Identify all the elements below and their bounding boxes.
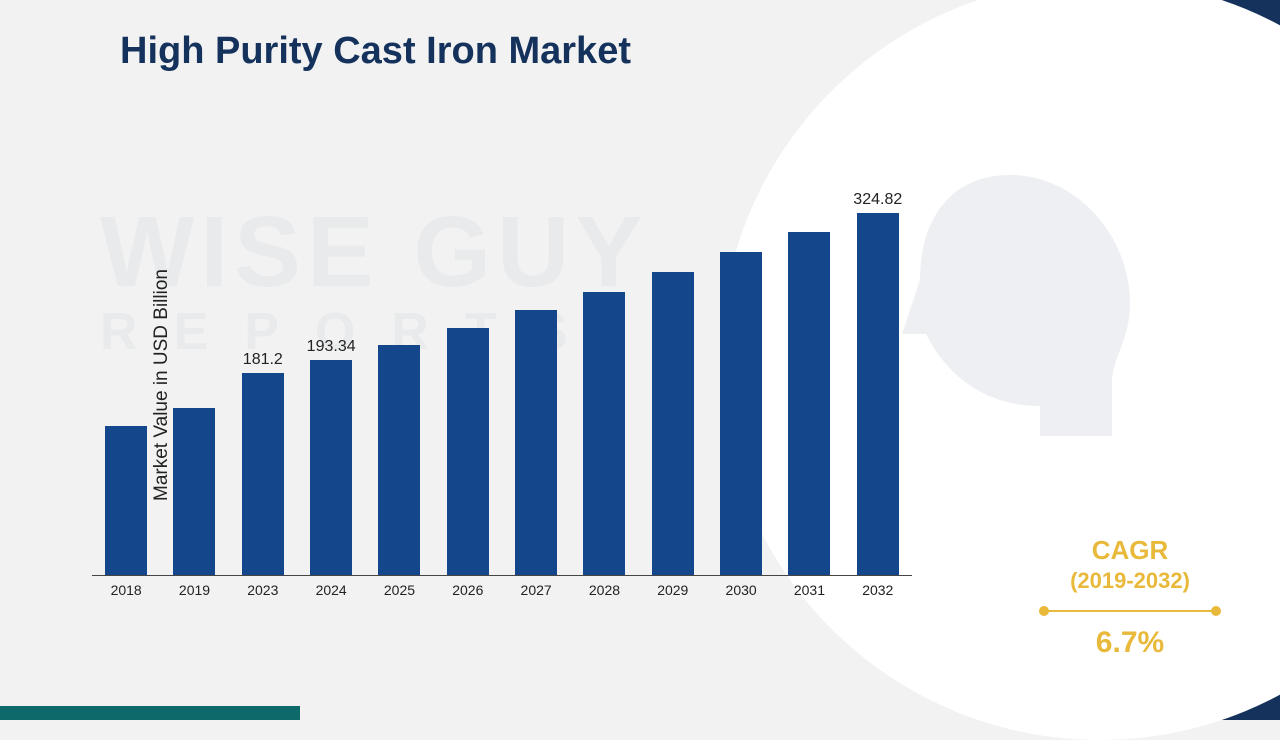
bar (173, 408, 215, 576)
x-axis: 2018201920232024202520262027202820292030… (92, 576, 912, 600)
bar (788, 232, 830, 576)
logo-head-icon (1210, 26, 1256, 78)
bar-value-label: 181.2 (243, 351, 283, 369)
bar-value-label: 193.34 (307, 338, 356, 356)
bar (583, 292, 625, 576)
x-tick: 2028 (570, 576, 638, 600)
logo: WISE GUY REPORTS (1010, 30, 1250, 88)
x-tick: 2024 (297, 576, 365, 600)
bar-slot (365, 345, 433, 576)
x-tick: 2019 (160, 576, 228, 600)
x-tick: 2031 (775, 576, 843, 600)
bar: 324.82 (857, 213, 899, 576)
bar-slot: 181.2 (229, 373, 297, 576)
cagr-value: 6.7% (1020, 626, 1240, 660)
cagr-label: CAGR (1020, 535, 1240, 566)
x-tick: 2032 (844, 576, 912, 600)
x-tick: 2027 (502, 576, 570, 600)
x-tick: 2025 (365, 576, 433, 600)
bar-slot (570, 292, 638, 576)
x-tick: 2026 (434, 576, 502, 600)
bar-slot (707, 252, 775, 576)
bar-slot: 193.34 (297, 360, 365, 576)
bar-slot: 324.82 (844, 213, 912, 576)
bar-slot (639, 272, 707, 576)
x-tick: 2018 (92, 576, 160, 600)
bar (720, 252, 762, 576)
bar: 181.2 (242, 373, 284, 576)
bar-slot (502, 310, 570, 576)
x-tick: 2023 (229, 576, 297, 600)
bar-slot (434, 328, 502, 576)
bar-slot (160, 408, 228, 576)
footer-strip (0, 706, 300, 720)
bar-slot (92, 426, 160, 576)
bar (652, 272, 694, 576)
bar (378, 345, 420, 576)
cagr-period: (2019-2032) (1020, 568, 1240, 594)
bars-container: 181.2 193.34 324.82 (92, 196, 912, 576)
x-tick: 2030 (707, 576, 775, 600)
bar: 193.34 (310, 360, 352, 576)
x-tick: 2029 (639, 576, 707, 600)
bar (515, 310, 557, 576)
bar-chart: Market Value in USD Billion 181.2193.343… (92, 170, 912, 600)
cagr-divider (1044, 610, 1216, 612)
chart-title: High Purity Cast Iron Market (120, 30, 631, 73)
cagr-block: CAGR (2019-2032) 6.7% (1020, 535, 1240, 660)
bar-slot (775, 232, 843, 576)
bar-value-label: 324.82 (853, 191, 902, 209)
bar (105, 426, 147, 576)
bar (447, 328, 489, 576)
